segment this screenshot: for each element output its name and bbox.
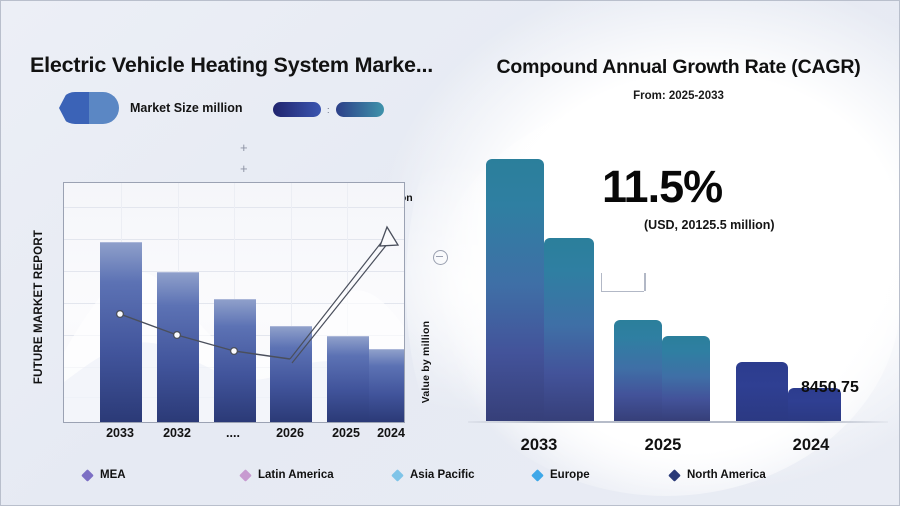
legend-dot-latin-america bbox=[239, 468, 252, 482]
x-label-0: 2033 bbox=[106, 426, 134, 440]
pill-indicator-primary bbox=[273, 102, 321, 117]
right-x-label-2025: 2025 bbox=[644, 436, 682, 454]
cagr-note: (USD, 20125.5 million) bbox=[644, 218, 775, 232]
legend-dot-north-america bbox=[668, 468, 681, 482]
plus-icon-1[interactable]: + bbox=[240, 140, 248, 155]
legend-item-europe[interactable]: Europe bbox=[531, 468, 670, 482]
axis-left-label: FUTURE MARKET REPORT bbox=[33, 229, 45, 385]
right-x-label-2033: 2033 bbox=[520, 436, 558, 454]
legend-item-asia-pacific[interactable]: Asia Pacific bbox=[391, 468, 533, 482]
x-label-2: .... bbox=[226, 426, 240, 440]
legend-item-north-america[interactable]: North America bbox=[668, 468, 766, 482]
right-bar-2025-upper bbox=[614, 320, 662, 421]
left-chart-plot bbox=[63, 182, 405, 423]
trend-line-overlay bbox=[115, 225, 400, 364]
market-size-badge: Market Size million bbox=[59, 92, 243, 124]
left-chart-x-axis: 2033 2032 .... 2026 2025 2024 bbox=[63, 426, 405, 446]
pill-indicator-secondary bbox=[335, 102, 384, 117]
market-size-label: Market Size million bbox=[130, 101, 243, 115]
bar-2033 bbox=[100, 242, 142, 422]
page-title: Electric Vehicle Heating System Marke... bbox=[30, 53, 434, 77]
x-label-5: 2024 bbox=[377, 426, 405, 440]
legend-label-latin-america: Latin America bbox=[258, 469, 334, 481]
bracket-decoration bbox=[601, 273, 646, 292]
bar-dots bbox=[214, 299, 256, 422]
cagr-title: Compound Annual Growth Rate (CAGR) bbox=[496, 56, 861, 78]
right-chart-value-label: 8450.75 bbox=[801, 379, 859, 396]
left-chart-bars bbox=[64, 183, 404, 422]
bar-2032 bbox=[157, 272, 199, 422]
legend-label-asia-pacific: Asia Pacific bbox=[410, 469, 475, 481]
x-label-4: 2025 bbox=[332, 426, 360, 440]
right-bar-2033-lower bbox=[544, 238, 594, 421]
right-x-label-2024: 2024 bbox=[792, 436, 830, 454]
bar-2024 bbox=[369, 349, 404, 422]
right-panel: Compound Annual Growth Rate (CAGR) From:… bbox=[456, 1, 899, 505]
x-label-3: 2026 bbox=[276, 426, 304, 440]
pill-indicator-row: : bbox=[273, 102, 384, 117]
cagr-subtitle: From: 2025-2033 bbox=[633, 90, 724, 102]
legend-dot-europe bbox=[531, 468, 544, 482]
legend-label-north-america: North America bbox=[687, 469, 766, 481]
legend-item-mea[interactable]: MEA bbox=[81, 468, 241, 482]
hex-pill-icon bbox=[59, 92, 119, 124]
right-bar-2024-lower bbox=[788, 388, 841, 421]
left-panel: Electric Vehicle Heating System Marke...… bbox=[1, 1, 461, 505]
axis-right-label: Value by million bbox=[420, 320, 432, 404]
legend-item-latin-america[interactable]: Latin America bbox=[239, 468, 393, 482]
legend-dot-asia-pacific bbox=[391, 468, 404, 482]
bar-2025 bbox=[327, 336, 369, 422]
right-bar-2033-upper bbox=[486, 159, 544, 421]
legend: MEA Latin America Asia Pacific Europe No… bbox=[81, 465, 783, 485]
legend-dot-mea bbox=[81, 468, 94, 482]
cagr-value: 11.5% bbox=[602, 161, 723, 212]
right-bar-2024-upper bbox=[736, 362, 788, 421]
legend-label-mea: MEA bbox=[100, 469, 126, 481]
plus-icon-2[interactable]: + bbox=[240, 161, 248, 176]
legend-label-europe: Europe bbox=[550, 469, 590, 481]
right-bar-2025-lower bbox=[662, 336, 710, 421]
bar-2026 bbox=[270, 326, 312, 422]
right-chart-baseline bbox=[468, 421, 888, 423]
minus-circle-icon[interactable] bbox=[433, 250, 448, 265]
x-label-1: 2032 bbox=[163, 426, 191, 440]
pill-separator: : bbox=[327, 104, 330, 115]
